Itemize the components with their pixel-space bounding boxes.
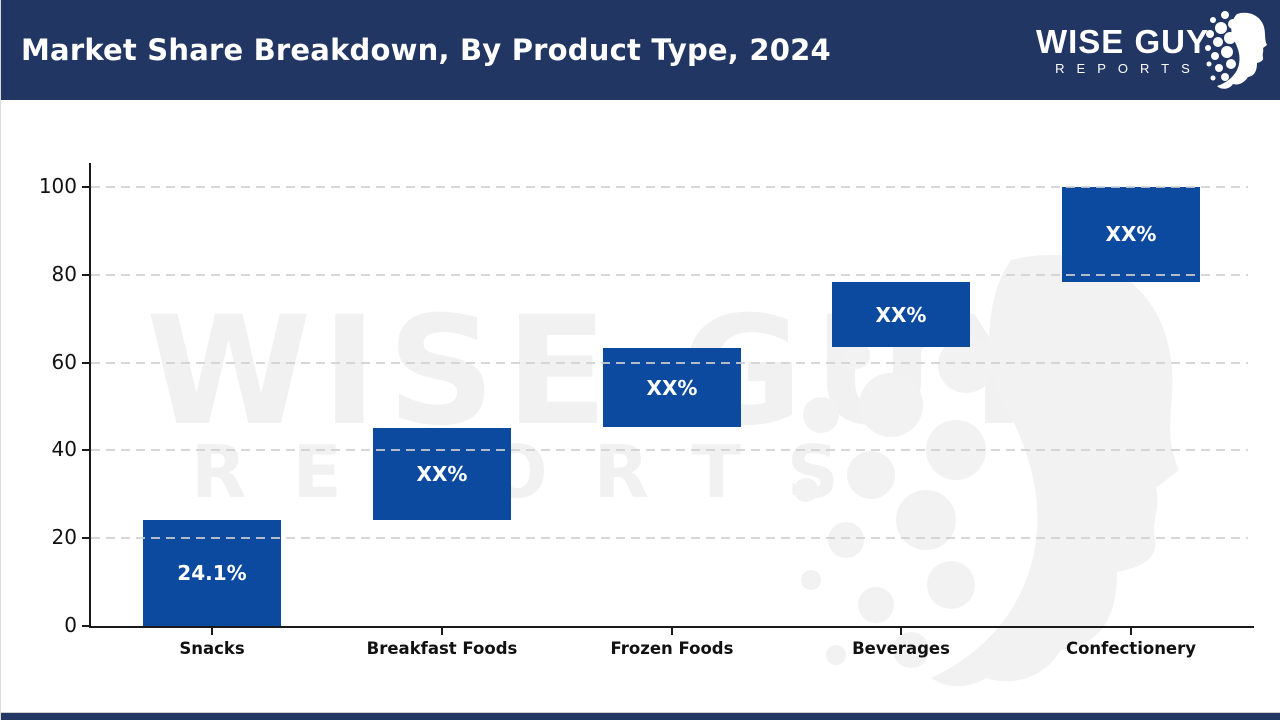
y-tick-mark <box>82 273 90 276</box>
category-label-confectionery: Confectionery <box>1065 639 1197 658</box>
logo-wiseguy-text: WISE GUY <box>1035 23 1209 60</box>
y-axis-spine <box>89 163 91 628</box>
x-tick-mark <box>1130 628 1132 635</box>
y-tick-mark <box>82 449 90 452</box>
bar-snacks: 24.1% <box>143 520 281 626</box>
bar-beverages: XX% <box>832 282 970 348</box>
bar-value-label: XX% <box>1105 222 1157 247</box>
logo-reports-text: REPORTS <box>1055 61 1202 76</box>
footer-bar <box>1 712 1280 720</box>
x-tick-mark <box>441 628 443 635</box>
category-label-frozen-foods: Frozen Foods <box>610 639 734 658</box>
category-label-beverages: Beverages <box>852 639 950 658</box>
y-tick-mark <box>82 361 90 364</box>
gridline-100 <box>91 186 1248 189</box>
y-tick-label: 0 <box>64 613 77 637</box>
logo: WISE GUY REPORTS <box>1036 6 1269 94</box>
bar-frozen-foods: XX% <box>603 348 741 428</box>
bar-value-label: XX% <box>646 375 698 400</box>
x-tick-mark <box>211 628 213 635</box>
logo-text: WISE GUY REPORTS <box>1036 25 1209 75</box>
logo-face-icon <box>1205 11 1267 89</box>
category-label-breakfast-foods: Breakfast Foods <box>366 639 518 658</box>
y-tick-mark <box>82 537 90 540</box>
x-tick-mark <box>671 628 673 635</box>
gridline-20 <box>91 537 1248 540</box>
y-tick-label: 100 <box>38 174 77 199</box>
gridline-80 <box>91 273 1248 276</box>
x-tick-mark <box>900 628 902 635</box>
y-tick-label: 80 <box>51 261 77 286</box>
watermark-reports: REPORTS <box>191 430 885 514</box>
y-tick-label: 40 <box>51 437 77 462</box>
gridline-60 <box>91 361 1248 364</box>
bar-value-label: XX% <box>416 462 468 487</box>
bar-breakfast-foods: XX% <box>373 428 511 521</box>
x-axis-spine <box>89 626 1254 628</box>
header-bar: Market Share Breakdown, By Product Type,… <box>1 0 1280 100</box>
chart-region: WISE GUY REPORTS 24.1% XX% XX% XX% XX% 0 20 40 6… <box>1 100 1280 714</box>
bar-confectionery: XX% <box>1062 187 1200 282</box>
y-tick-mark <box>82 186 90 189</box>
gridline-40 <box>91 449 1248 452</box>
bar-value-label: 24.1% <box>177 561 247 586</box>
y-tick-mark <box>82 625 90 627</box>
bar-value-label: XX% <box>875 302 927 327</box>
category-label-snacks: Snacks <box>179 639 245 658</box>
y-tick-label: 60 <box>51 349 77 374</box>
page-title: Market Share Breakdown, By Product Type,… <box>21 33 831 67</box>
y-tick-label: 20 <box>51 525 77 550</box>
